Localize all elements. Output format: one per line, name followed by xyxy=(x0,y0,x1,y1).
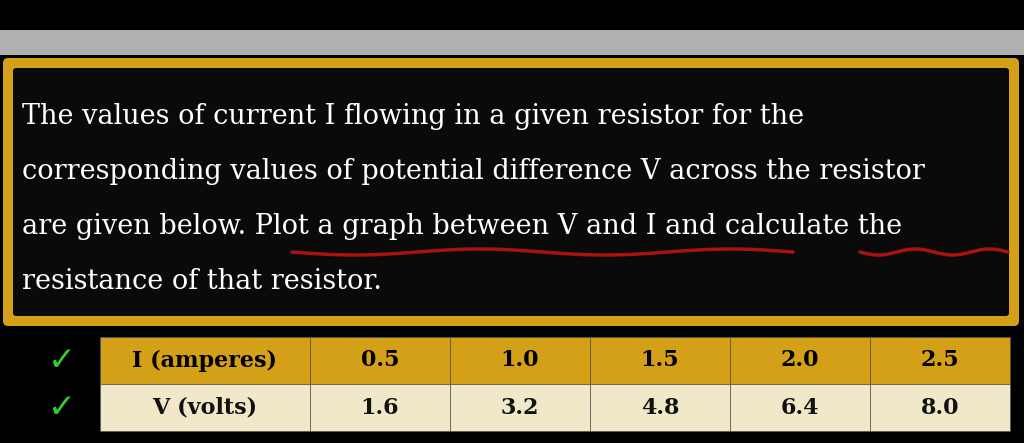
Text: are given below. Plot a graph between V and I and calculate the: are given below. Plot a graph between V … xyxy=(22,213,902,240)
Bar xyxy=(450,384,590,431)
Text: ✓: ✓ xyxy=(48,391,76,424)
Bar xyxy=(870,337,1010,384)
Text: 6.4: 6.4 xyxy=(780,396,819,419)
Text: The values of current I flowing in a given resistor for the: The values of current I flowing in a giv… xyxy=(22,103,804,130)
Bar xyxy=(100,337,310,384)
Text: 1.6: 1.6 xyxy=(360,396,399,419)
Text: resistance of that resistor.: resistance of that resistor. xyxy=(22,268,382,295)
Text: I (amperes): I (amperes) xyxy=(132,350,278,372)
Text: 8.0: 8.0 xyxy=(921,396,959,419)
Bar xyxy=(590,337,730,384)
Bar xyxy=(870,384,1010,431)
Text: 1.5: 1.5 xyxy=(641,350,679,372)
Text: 3.2: 3.2 xyxy=(501,396,540,419)
Text: 0.5: 0.5 xyxy=(360,350,399,372)
Bar xyxy=(310,384,450,431)
Bar xyxy=(100,384,310,431)
Text: 4.8: 4.8 xyxy=(641,396,679,419)
Bar xyxy=(730,337,870,384)
Bar xyxy=(310,337,450,384)
Text: V (volts): V (volts) xyxy=(153,396,258,419)
Text: 2.0: 2.0 xyxy=(780,350,819,372)
Text: ✓: ✓ xyxy=(48,344,76,377)
Text: 2.5: 2.5 xyxy=(921,350,959,372)
Bar xyxy=(450,337,590,384)
Bar xyxy=(730,384,870,431)
FancyBboxPatch shape xyxy=(3,58,1019,326)
Bar xyxy=(0,30,1024,55)
FancyBboxPatch shape xyxy=(13,68,1009,316)
Bar xyxy=(590,384,730,431)
Text: 1.0: 1.0 xyxy=(501,350,540,372)
Text: corresponding values of potential difference V across the resistor: corresponding values of potential differ… xyxy=(22,158,925,185)
